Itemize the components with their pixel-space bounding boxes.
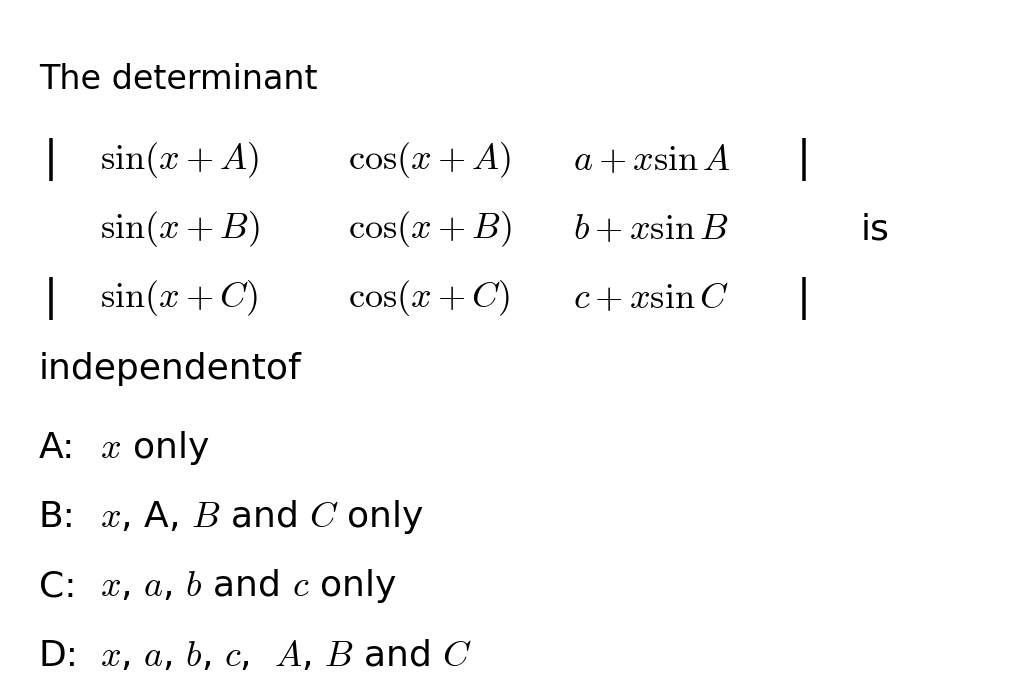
Text: is: is [860, 212, 889, 246]
Text: The determinant: The determinant [39, 63, 317, 96]
Text: $c+x\sin C$: $c+x\sin C$ [573, 282, 729, 315]
Text: $\sin(x+B)$: $\sin(x+B)$ [100, 209, 260, 249]
Text: $x$ only: $x$ only [100, 429, 210, 466]
Text: $\sin(x+A)$: $\sin(x+A)$ [100, 139, 259, 180]
Text: D:: D: [39, 639, 79, 672]
Text: |: | [797, 277, 811, 320]
Text: $x$, A, $B$ and $C$ only: $x$, A, $B$ and $C$ only [100, 498, 425, 536]
Text: |: | [44, 277, 58, 320]
Text: C:: C: [39, 570, 77, 603]
Text: $\cos(x+C)$: $\cos(x+C)$ [348, 278, 510, 319]
Text: independentof: independentof [39, 353, 302, 386]
Text: |: | [44, 138, 58, 181]
Text: $\sin(x+C)$: $\sin(x+C)$ [100, 278, 258, 319]
Text: $b+x\sin B$: $b+x\sin B$ [573, 212, 729, 246]
Text: A:: A: [39, 431, 76, 464]
Text: $x$, $a$, $b$, $c$,  $A$, $B$ and $C$: $x$, $a$, $b$, $c$, $A$, $B$ and $C$ [100, 638, 472, 673]
Text: $\cos(x+B)$: $\cos(x+B)$ [348, 209, 512, 249]
Text: $x$, $a$, $b$ and $c$ only: $x$, $a$, $b$ and $c$ only [100, 568, 397, 605]
Text: $a+x\sin A$: $a+x\sin A$ [573, 143, 731, 176]
Text: |: | [797, 138, 811, 181]
Text: B:: B: [39, 500, 76, 534]
Text: $\cos(x+A)$: $\cos(x+A)$ [348, 139, 511, 180]
